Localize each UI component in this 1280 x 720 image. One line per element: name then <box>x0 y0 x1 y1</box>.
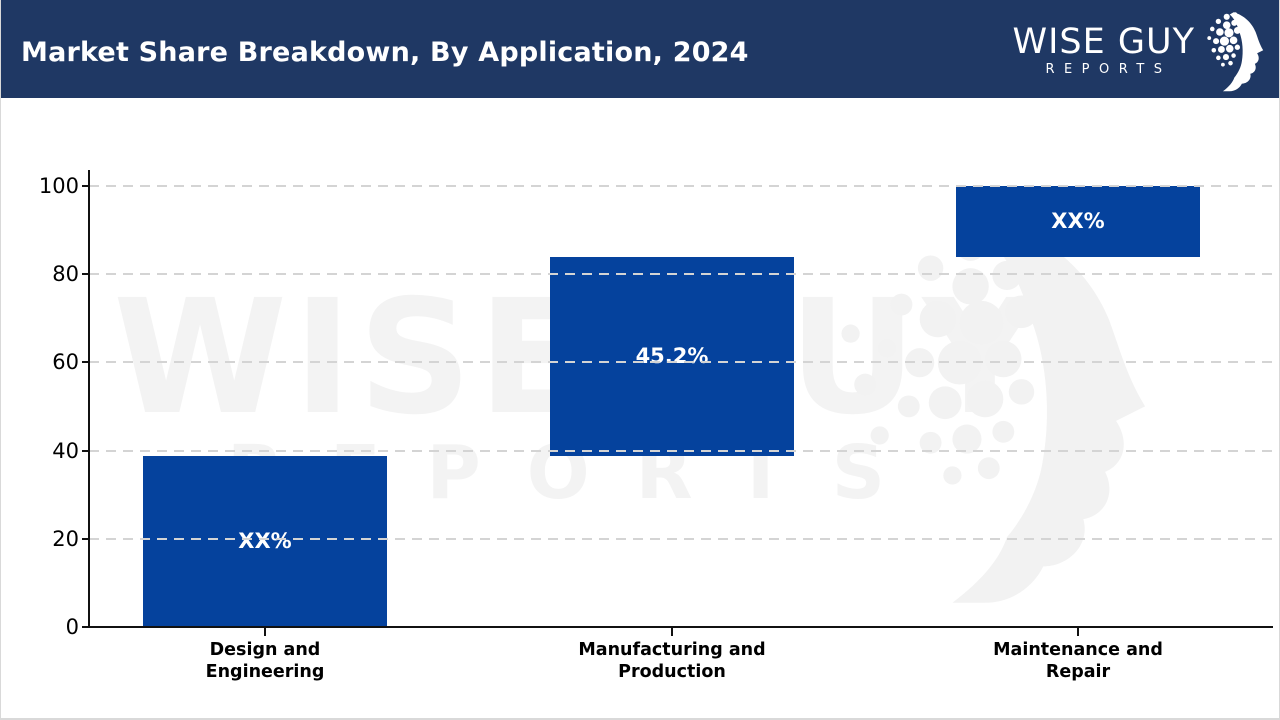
category-label-line: Repair <box>1045 662 1111 682</box>
bar-segment-1: 45.2% <box>550 256 794 456</box>
gridline-40 <box>89 449 1273 452</box>
category-label-line: Production <box>618 662 726 682</box>
ytick-mark-40 <box>82 449 89 452</box>
gridline-80 <box>89 273 1273 276</box>
ytick-mark-60 <box>82 361 89 364</box>
xtick-mark-2 <box>1077 628 1079 636</box>
bar-value-label-1: 45.2% <box>635 344 709 369</box>
brand-name: WISE GUY <box>1012 22 1195 62</box>
bar-segment-2: XX% <box>956 186 1200 257</box>
brand-subtitle: REPORTS <box>1045 62 1172 77</box>
bar-value-label-0: XX% <box>238 529 292 554</box>
header-bar: Market Share Breakdown, By Application, … <box>1 0 1279 98</box>
ytick-mark-20 <box>82 537 89 540</box>
x-axis-spine <box>88 626 1273 628</box>
gridline-100 <box>89 185 1273 187</box>
brand-head-icon <box>1207 12 1264 92</box>
ytick-mark-0 <box>82 626 89 628</box>
ytick-label-80: 80 <box>52 262 79 287</box>
gridline-60 <box>89 361 1273 364</box>
category-label-0: Design and Engineering <box>125 639 405 683</box>
category-label-line: Design and <box>209 640 321 660</box>
ytick-label-60: 60 <box>52 350 79 375</box>
category-label-2: Maintenance and Repair <box>938 639 1218 683</box>
xtick-mark-0 <box>264 628 266 636</box>
xtick-mark-1 <box>671 628 673 636</box>
gridline-20 <box>89 537 1273 540</box>
page-title: Market Share Breakdown, By Application, … <box>21 36 749 68</box>
category-label-1: Manufacturing and Production <box>532 639 812 683</box>
ytick-label-40: 40 <box>52 438 79 463</box>
brand-logo-text: WISE GUY REPORTS <box>1012 24 1195 78</box>
ytick-mark-80 <box>82 273 89 276</box>
chart-area: WISE GUY REPORTS 0 20 40 60 80 100 XX% Design a… <box>1 98 1279 718</box>
bar-value-label-2: XX% <box>1051 209 1105 234</box>
ytick-mark-100 <box>82 185 89 187</box>
watermark-head-icon <box>841 224 1146 603</box>
category-label-line: Manufacturing and <box>578 640 766 660</box>
ytick-label-0: 0 <box>65 615 79 639</box>
ytick-label-100: 100 <box>38 174 79 198</box>
category-label-line: Maintenance and <box>993 640 1163 660</box>
brand-logo: WISE GUY REPORTS <box>1012 5 1267 93</box>
bar-segment-0: XX% <box>143 455 387 627</box>
category-label-line: Engineering <box>205 662 325 682</box>
ytick-label-20: 20 <box>52 526 79 551</box>
y-axis-spine <box>88 170 90 628</box>
